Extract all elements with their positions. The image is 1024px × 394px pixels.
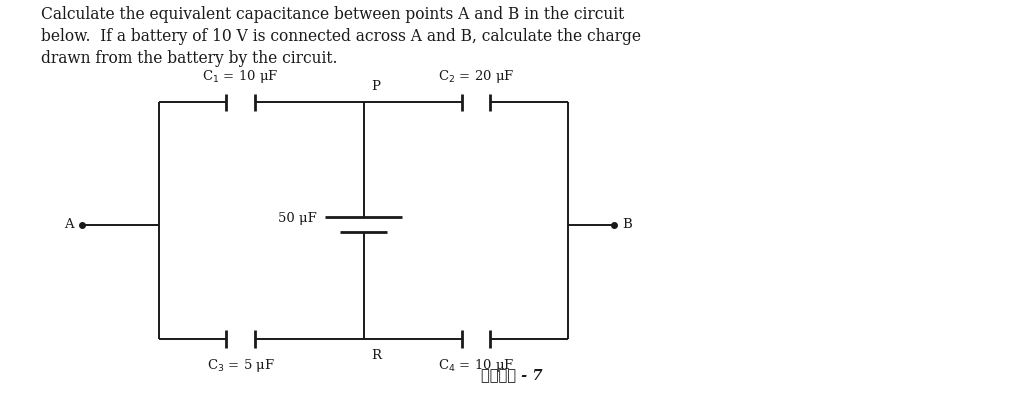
Text: 50 μF: 50 μF <box>278 212 316 225</box>
Text: Calculate the equivalent capacitance between points A and B in the circuit
below: Calculate the equivalent capacitance bet… <box>41 6 641 67</box>
Text: P: P <box>372 80 381 93</box>
Text: C$_2$ = 20 μF: C$_2$ = 20 μF <box>438 68 514 85</box>
Text: B: B <box>623 218 633 231</box>
Text: A: A <box>65 218 74 231</box>
Text: C$_1$ = 10 μF: C$_1$ = 10 μF <box>203 68 279 85</box>
Text: खानॆ - 7: खानॆ - 7 <box>481 368 543 382</box>
Text: C$_3$ = 5 μF: C$_3$ = 5 μF <box>207 357 274 374</box>
Text: C$_4$ = 10 μF: C$_4$ = 10 μF <box>438 357 514 374</box>
Text: R: R <box>372 349 382 362</box>
